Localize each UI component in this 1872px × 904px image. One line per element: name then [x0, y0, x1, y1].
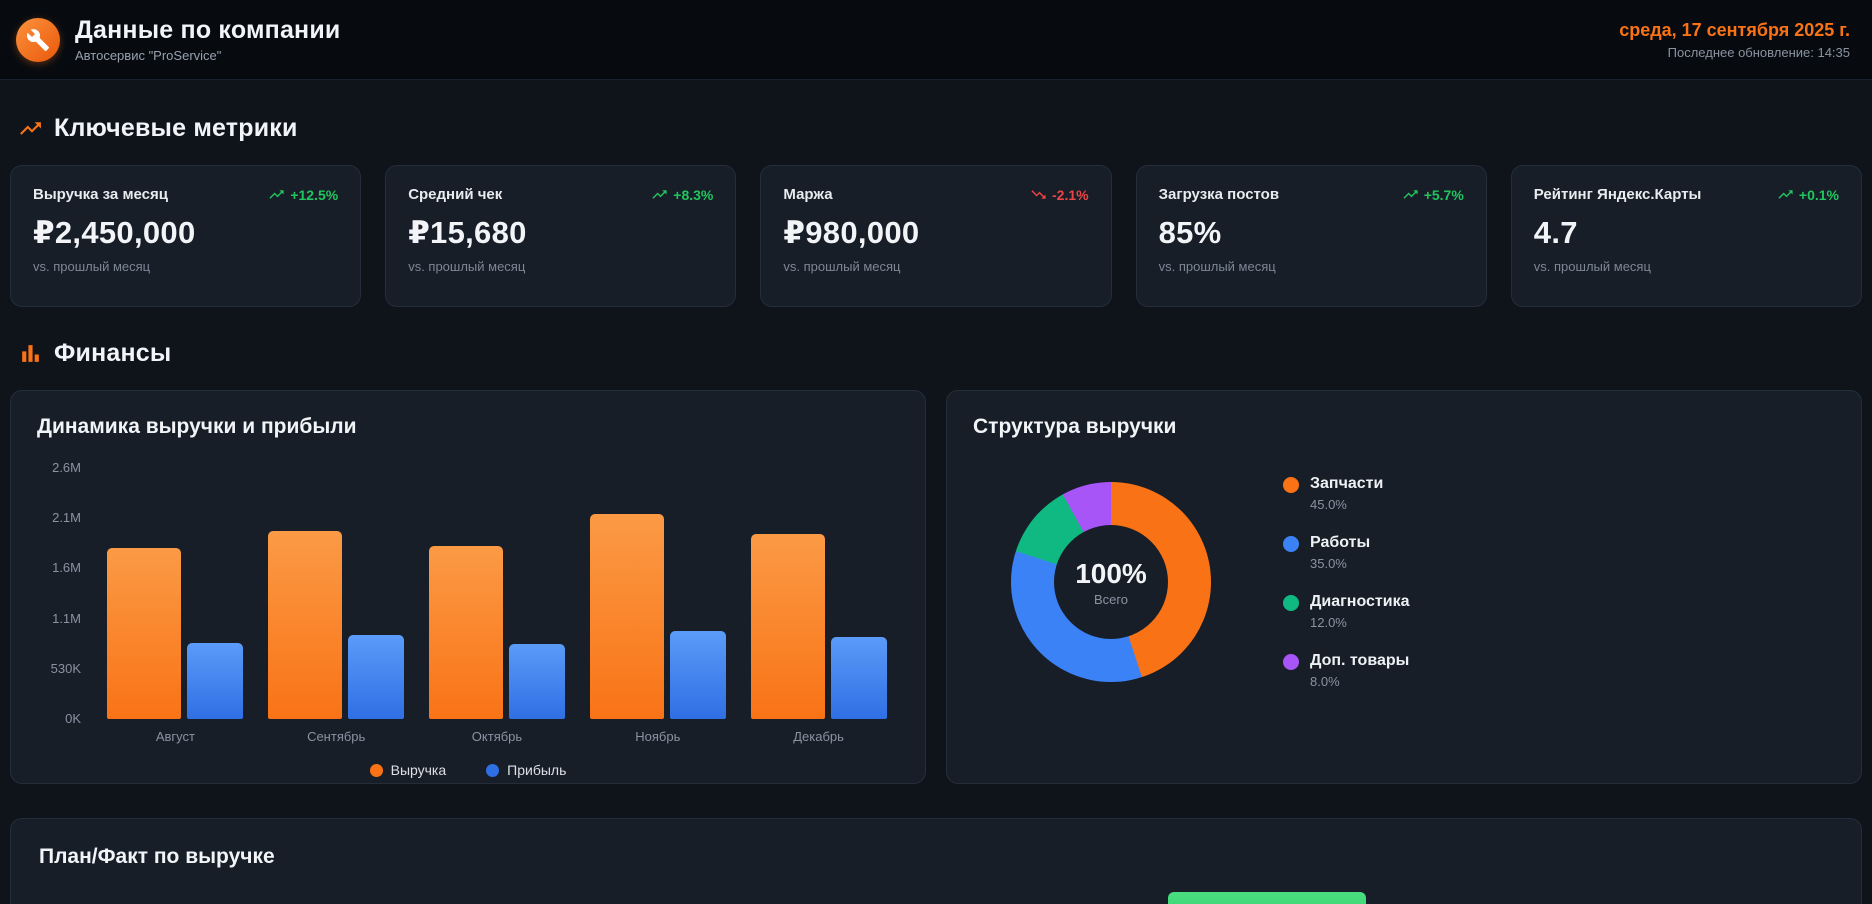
metric-compare: vs. прошлый месяц — [1533, 259, 1651, 274]
bar-revenue — [268, 530, 343, 719]
legend-item-works[interactable]: Работы 35.0% — [1283, 534, 1410, 571]
wrench-icon — [16, 17, 60, 62]
metric-label: Средний чек — [408, 186, 503, 203]
legend-item-profit[interactable]: Прибыль — [486, 762, 566, 778]
bar-group — [95, 467, 256, 719]
finance-section-title: Финансы — [18, 339, 1862, 368]
legend-item-diagnostics[interactable]: Диагностика 12.0% — [1283, 593, 1410, 630]
revenue-structure-card: Структура выручки 100% Всего Запчасти 45… — [946, 390, 1862, 784]
chart-title: Динамика выручки и прибыли — [37, 415, 357, 438]
metric-value: ₽2,450,000 — [33, 215, 196, 250]
donut-hole — [1054, 525, 1168, 639]
metric-card-rating: Рейтинг Яндекс.Карты +0.1% 4.7 vs. прошл… — [1510, 165, 1862, 307]
metric-delta: +0.1% — [1777, 186, 1839, 203]
bar-revenue — [107, 548, 182, 719]
donut-legend: Запчасти 45.0% Работы 35.0% — [1283, 475, 1410, 689]
metric-card-utilization: Загрузка постов +5.7% 85% vs. прошлый ме… — [1135, 165, 1487, 307]
revenue-profit-chart-card: Динамика выручки и прибыли 2.6M 2.1M 1.6… — [10, 390, 926, 784]
x-tick: Ноябрь — [635, 729, 681, 744]
metric-compare: vs. прошлый месяц — [408, 259, 526, 274]
metric-label: Выручка за месяц — [33, 186, 168, 203]
finance-charts-row: Динамика выручки и прибыли 2.6M 2.1M 1.6… — [10, 390, 1862, 784]
donut-ring: 100% Всего — [1011, 482, 1211, 682]
bar-revenue — [589, 513, 664, 719]
bar-profit — [508, 644, 565, 719]
dashboard-main: Ключевые метрики Выручка за месяц +12.5%… — [0, 114, 1872, 904]
metric-card-avg-check: Средний чек +8.3% ₽15,680 vs. прошлый ме… — [385, 165, 737, 307]
bar-profit — [830, 637, 887, 719]
page-subtitle: Автосервис "ProService" — [75, 48, 222, 63]
x-tick: Август — [155, 729, 195, 744]
metric-value: ₽980,000 — [783, 215, 920, 250]
trend-down-icon — [1031, 190, 1046, 199]
plan-fact-partial-bar — [1168, 892, 1366, 904]
metric-label: Рейтинг Яндекс.Карты — [1533, 186, 1702, 203]
x-tick: Октябрь — [471, 729, 523, 744]
bar-profit — [187, 643, 244, 719]
x-tick: Декабрь — [793, 729, 844, 744]
metric-delta: -2.1% — [1030, 186, 1089, 203]
donut-center-label: Всего — [1093, 591, 1129, 607]
bar-chart: 2.6M 2.1M 1.6M 1.1M 530K 0K — [37, 459, 899, 744]
chart-title: План/Факт по выручке — [39, 845, 275, 868]
trend-up-icon — [1403, 190, 1418, 199]
metric-value: 4.7 — [1533, 215, 1578, 250]
legend-item-extra-goods[interactable]: Доп. товары 8.0% — [1283, 652, 1410, 689]
y-axis: 2.6M 2.1M 1.6M 1.1M 530K 0K — [50, 459, 81, 727]
header: Данные по компании Автосервис "ProServic… — [0, 0, 1872, 80]
bar-group — [417, 467, 578, 719]
legend-dot — [1283, 595, 1299, 611]
section-heading: Финансы — [54, 339, 172, 367]
report-date: среда, 17 сентября 2025 г. — [1619, 19, 1850, 40]
last-update-text: Последнее обновление: 14:35 — [1667, 44, 1850, 60]
chart-title: Структура выручки — [973, 415, 1177, 438]
page-title: Данные по компании — [75, 16, 341, 44]
metric-label: Маржа — [783, 186, 833, 203]
bar-group — [256, 467, 417, 719]
legend-item-revenue[interactable]: Выручка — [369, 762, 446, 778]
plan-fact-card: План/Факт по выручке — [10, 818, 1862, 904]
legend-dot — [1283, 654, 1299, 670]
bar-profit — [348, 634, 405, 719]
trend-up-icon — [652, 190, 667, 199]
metric-compare: vs. прошлый месяц — [33, 259, 151, 274]
metric-delta: +5.7% — [1402, 186, 1464, 203]
metric-value: 85% — [1158, 215, 1222, 250]
metric-card-margin: Маржа -2.1% ₽980,000 vs. прошлый месяц — [760, 165, 1112, 307]
bar-chart-legend: Выручка Прибыль — [37, 762, 899, 778]
legend-dot — [1283, 536, 1299, 552]
legend-dot — [1283, 477, 1299, 493]
plot-area: Август Сентябрь Октябрь Ноябрь Декабрь — [95, 467, 899, 744]
trending-up-icon — [18, 116, 43, 141]
metric-delta: +8.3% — [651, 186, 713, 203]
x-axis-labels: Август Сентябрь Октябрь Ноябрь Декабрь — [95, 729, 899, 744]
header-brand: Данные по компании Автосервис "ProServic… — [16, 16, 341, 63]
legend-item-parts[interactable]: Запчасти 45.0% — [1283, 475, 1410, 512]
bar-profit — [669, 630, 726, 719]
bar-chart-icon — [18, 341, 43, 366]
metric-label: Загрузка постов — [1158, 186, 1280, 203]
metric-delta: +12.5% — [268, 186, 338, 203]
metrics-section-title: Ключевые метрики — [18, 114, 1862, 143]
bar-group — [738, 467, 899, 719]
metrics-grid: Выручка за месяц +12.5% ₽2,450,000 vs. п… — [10, 165, 1862, 307]
trend-up-icon — [269, 190, 284, 199]
legend-dot — [486, 763, 500, 777]
legend-dot — [369, 763, 383, 777]
trend-up-icon — [1778, 190, 1793, 199]
x-tick: Сентябрь — [307, 729, 366, 744]
bar-revenue — [750, 533, 825, 719]
metric-card-revenue: Выручка за месяц +12.5% ₽2,450,000 vs. п… — [10, 165, 362, 307]
bar-revenue — [428, 546, 503, 719]
metric-value: ₽15,680 — [408, 215, 527, 250]
metric-compare: vs. прошлый месяц — [1158, 259, 1276, 274]
donut-center-value: 100% — [1075, 557, 1147, 589]
metric-compare: vs. прошлый месяц — [783, 259, 901, 274]
section-heading: Ключевые метрики — [54, 114, 298, 142]
bar-group — [577, 467, 738, 719]
